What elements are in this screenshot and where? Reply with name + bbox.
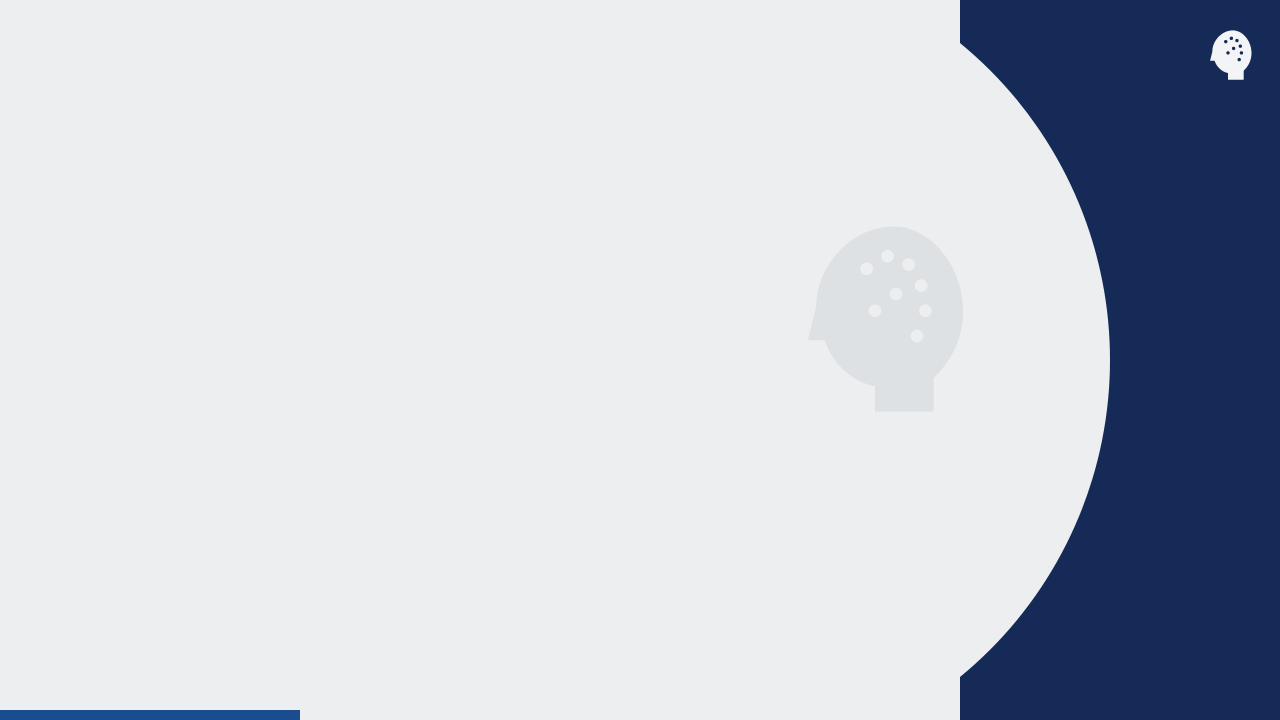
bottom-accent-bar <box>0 710 300 720</box>
stage <box>0 0 1280 720</box>
legend-item-2024 <box>540 168 600 184</box>
brand-head-icon <box>1200 26 1256 82</box>
legend-item-2032 <box>656 168 716 184</box>
plot-area <box>108 200 948 570</box>
legend <box>540 168 716 184</box>
bar-chart <box>108 200 948 570</box>
legend-swatch-2024 <box>540 168 586 184</box>
legend-swatch-2032 <box>656 168 702 184</box>
right-brand-panel <box>960 0 1280 720</box>
